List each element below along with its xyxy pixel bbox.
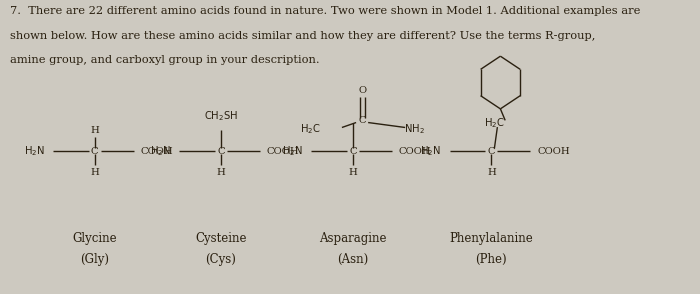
Text: Phenylalanine: Phenylalanine	[449, 232, 533, 245]
Text: $\rm CH_2SH$: $\rm CH_2SH$	[204, 109, 238, 123]
Text: COOH: COOH	[399, 147, 431, 156]
Text: H: H	[90, 126, 99, 135]
Text: C: C	[91, 147, 99, 156]
Text: $\rm H_2N$: $\rm H_2N$	[24, 144, 44, 158]
Text: C: C	[217, 147, 225, 156]
Text: (Gly): (Gly)	[80, 253, 109, 265]
Text: (Phe): (Phe)	[475, 253, 507, 265]
Text: COOH: COOH	[537, 147, 570, 156]
Text: C: C	[349, 147, 357, 156]
Text: $\rm NH_2$: $\rm NH_2$	[404, 122, 425, 136]
Text: Glycine: Glycine	[72, 232, 117, 245]
Text: $\rm H_2N$: $\rm H_2N$	[150, 144, 171, 158]
Text: $\rm H_2C$: $\rm H_2C$	[484, 116, 505, 130]
Text: $\rm H_2N$: $\rm H_2N$	[420, 144, 441, 158]
Text: H: H	[487, 168, 496, 177]
Text: $\rm H_2N$: $\rm H_2N$	[282, 144, 303, 158]
Text: 7.  There are 22 different amino acids found in nature. Two were shown in Model : 7. There are 22 different amino acids fo…	[10, 6, 640, 16]
Text: H: H	[349, 168, 358, 177]
Text: H: H	[216, 168, 225, 177]
Text: COOH: COOH	[267, 147, 299, 156]
Text: Cysteine: Cysteine	[195, 232, 246, 245]
Text: amine group, and carboxyl group in your description.: amine group, and carboxyl group in your …	[10, 55, 320, 65]
Text: O: O	[358, 86, 366, 95]
Text: H: H	[90, 168, 99, 177]
Text: $\rm H_2C$: $\rm H_2C$	[300, 122, 321, 136]
Text: shown below. How are these amino acids similar and how they are different? Use t: shown below. How are these amino acids s…	[10, 31, 596, 41]
Text: (Cys): (Cys)	[205, 253, 237, 265]
Text: COOH: COOH	[140, 147, 173, 156]
Text: (Asn): (Asn)	[337, 253, 369, 265]
Text: C: C	[488, 147, 495, 156]
Text: C: C	[358, 116, 366, 125]
Text: Asparagine: Asparagine	[319, 232, 387, 245]
